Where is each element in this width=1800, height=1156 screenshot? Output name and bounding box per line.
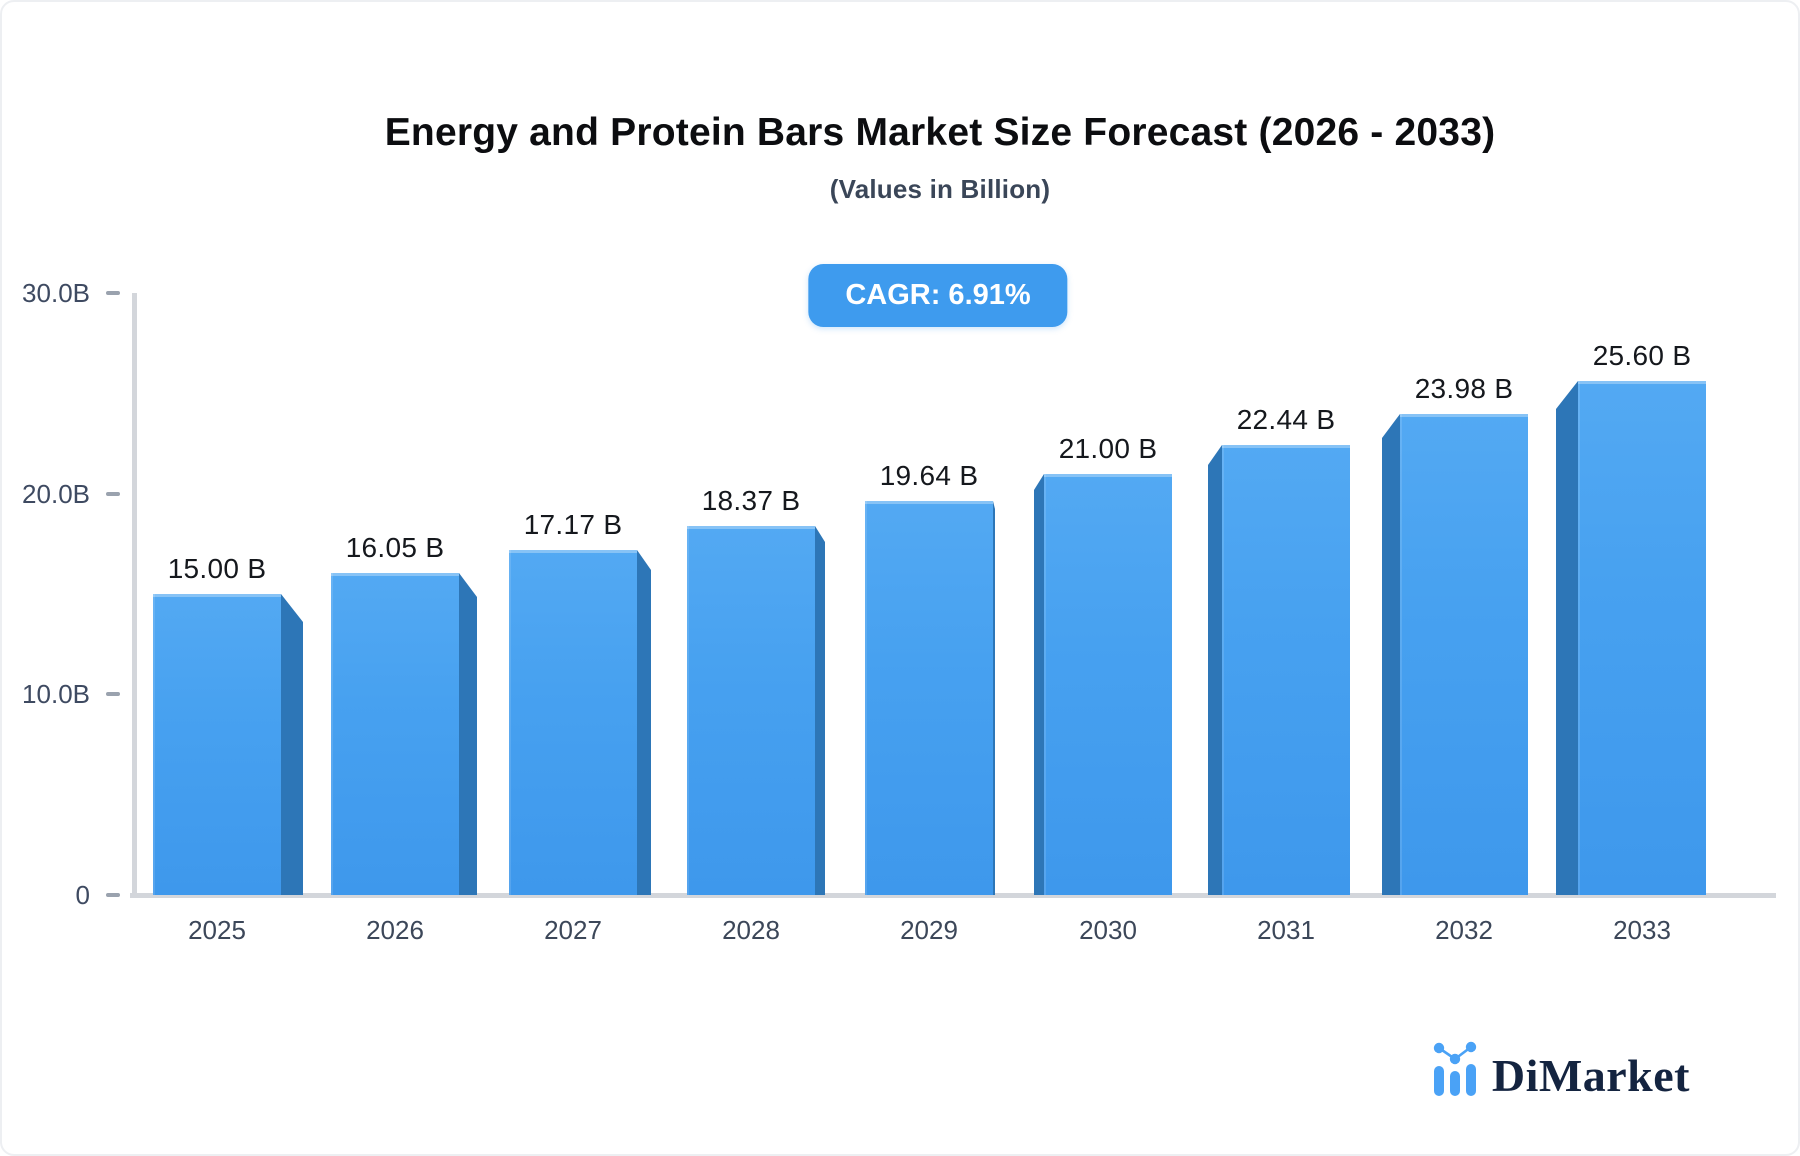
x-tick-label-2030: 2030 xyxy=(1079,915,1137,945)
brand-logo-text: DiMarket xyxy=(1491,1050,1690,1101)
bar-side-face xyxy=(459,573,477,895)
chart-header: Energy and Protein Bars Market Size Fore… xyxy=(82,110,1798,205)
bar-2030[interactable]: 21.00 B xyxy=(1034,433,1172,895)
bar-2027[interactable]: 17.17 B xyxy=(509,509,651,895)
y-tick-dash xyxy=(106,291,120,295)
y-tick-label: 10.0B xyxy=(22,679,90,710)
bar-value-label: 18.37 B xyxy=(701,485,801,516)
x-tick-label-2028: 2028 xyxy=(722,915,780,945)
bar-face xyxy=(865,501,993,895)
bar-side-face xyxy=(815,526,825,895)
y-tick-label: 20.0B xyxy=(22,478,90,509)
y-tick-dash xyxy=(106,893,120,897)
y-tick-dash xyxy=(106,692,120,697)
x-tick-label-2027: 2027 xyxy=(544,915,602,945)
bar-value-label: 22.44 B xyxy=(1236,404,1336,435)
bar-side-face xyxy=(281,594,303,895)
bar-face xyxy=(153,594,281,895)
bar-side-face xyxy=(1556,381,1578,895)
y-tick-dash xyxy=(106,491,120,496)
x-tick-label-2025: 2025 xyxy=(188,915,246,945)
bar-value-label: 21.00 B xyxy=(1058,433,1158,464)
chart-title: Energy and Protein Bars Market Size Fore… xyxy=(384,111,1496,154)
bar-2032[interactable]: 23.98 B xyxy=(1382,373,1528,895)
y-axis-line xyxy=(132,293,137,895)
bar-value-label: 25.60 B xyxy=(1592,340,1692,371)
y-tick-label: 30.0B xyxy=(22,278,90,308)
bar-2025[interactable]: 15.00 B xyxy=(153,553,303,895)
bar-2033[interactable]: 25.60 B xyxy=(1556,340,1706,895)
x-tick-label-2031: 2031 xyxy=(1257,915,1315,945)
cagr-badge: CAGR: 6.91% xyxy=(808,264,1068,327)
chart-subtitle: (Values in Billion) xyxy=(829,174,1051,204)
bar-value-label: 17.17 B xyxy=(523,509,623,540)
x-tick-label-2029: 2029 xyxy=(900,915,958,945)
bar-side-face xyxy=(1208,445,1222,895)
bar-value-label: 23.98 B xyxy=(1414,373,1514,404)
bar-face xyxy=(1222,445,1350,895)
bar-side-face xyxy=(993,501,995,895)
bar-side-face xyxy=(1034,474,1044,895)
bar-face xyxy=(687,526,815,895)
bar-value-label: 19.64 B xyxy=(879,460,979,491)
mini-bar-chart-icon xyxy=(1433,1041,1477,1096)
bar-2026[interactable]: 16.05 B xyxy=(331,532,477,895)
x-tick-label-2032: 2032 xyxy=(1435,915,1493,945)
bar-side-face xyxy=(637,550,651,895)
bar-face xyxy=(331,573,459,895)
y-tick-label: 0 xyxy=(75,880,90,910)
x-tick-label-2033: 2033 xyxy=(1613,915,1671,945)
bar-face xyxy=(1400,414,1528,895)
bar-value-label: 15.00 B xyxy=(167,553,267,584)
bar-value-label: 16.05 B xyxy=(345,532,445,563)
bar-face xyxy=(1044,474,1172,895)
bar-2031[interactable]: 22.44 B xyxy=(1208,404,1350,895)
x-axis-line xyxy=(130,893,1776,898)
x-tick-label-2026: 2026 xyxy=(366,915,424,945)
bar-2029[interactable]: 19.64 B xyxy=(865,460,995,895)
bar-face xyxy=(509,550,637,895)
brand-logo: DiMarket xyxy=(1430,1038,1690,1101)
bar-face xyxy=(1578,381,1706,895)
bar-side-face xyxy=(1382,414,1400,895)
bar-2028[interactable]: 18.37 B xyxy=(687,485,825,895)
